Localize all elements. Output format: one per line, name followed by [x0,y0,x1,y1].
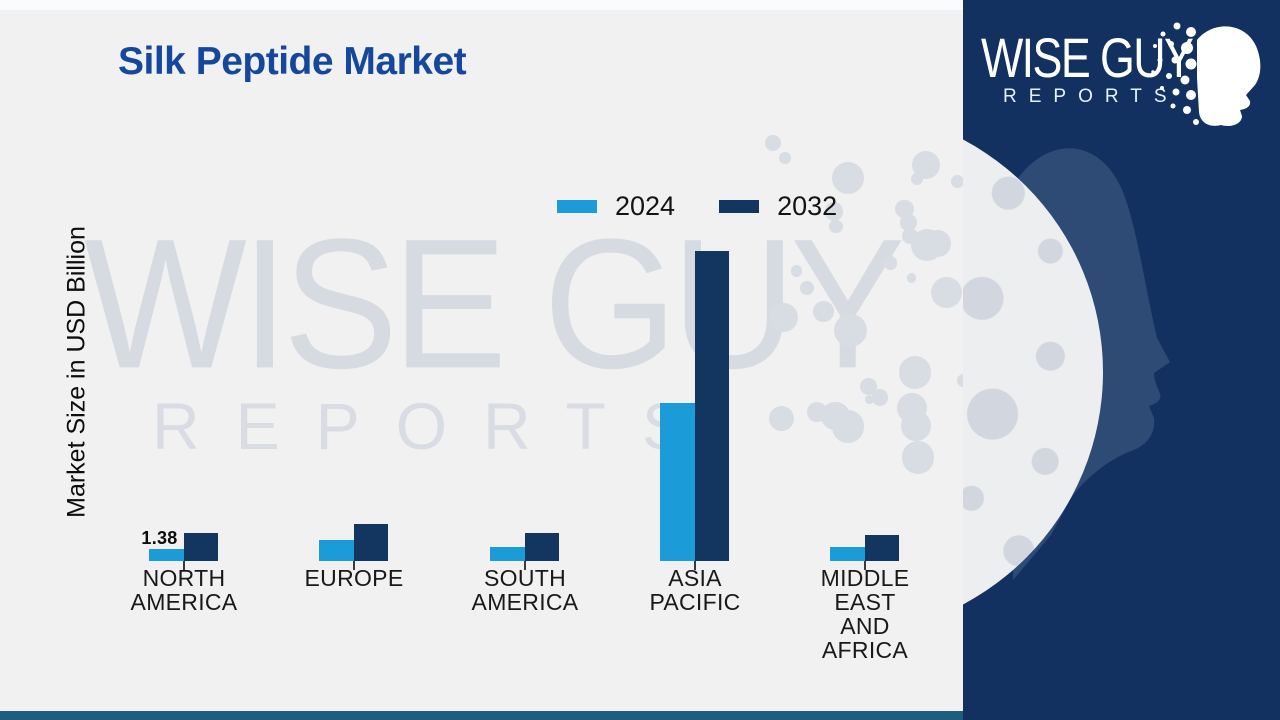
watermark-dot [911,228,943,261]
watermark-dot [790,265,803,278]
logo-head-icon [1151,22,1261,126]
watermark-dot [800,281,814,295]
legend-swatch-2024-icon [557,200,597,213]
watermark-dot [831,161,864,194]
watermark-dot [860,377,878,395]
legend-label-2032: 2032 [777,191,838,221]
watermark-dot [950,174,964,188]
bar-2024-asia-pacific [660,403,695,561]
x-axis-tick [183,561,185,570]
bar-2032-north-america [184,533,218,561]
watermark-dot [911,172,924,185]
watermark-dot [930,276,963,309]
category-label-north-america: NORTH AMERICA [130,565,238,615]
watermark-dot [897,392,928,423]
watermark-brand-text: WISE GUY [84,201,905,408]
watermark-reports-text: REPORTS [152,389,722,463]
watermark-dot [895,199,914,219]
watermark-dot [834,314,868,348]
watermark-dot [779,152,792,165]
bar-2024-south-america [490,547,525,561]
logo-brand-text: WISE GUY [981,26,1194,89]
bar-2032-asia-pacific [695,251,729,561]
brand-logo: WISE GUY REPORTS [963,0,1280,140]
bar-2032-middle-east-and-africa [865,535,899,561]
watermark-dot [829,219,843,234]
category-label-south-america: SOUTH AMERICA [471,565,579,615]
bar-2024-north-america [149,549,184,561]
watermark-dot [831,410,864,443]
watermark-dot [898,356,932,389]
watermark-dot [907,273,917,283]
top-highlight-strip [0,0,963,10]
watermark-dot [865,395,875,404]
category-label-europe: EUROPE [304,565,404,591]
watermark-dot [902,441,935,474]
bar-2032-europe [354,524,388,561]
watermark-dot [807,402,828,423]
category-label-middle-east-and-africa: MIDDLE EAST AND AFRICA [820,565,910,663]
category-label-asia-pacific: ASIA PACIFIC [649,565,741,615]
legend-swatch-2032-icon [719,200,760,213]
chart-legend: 2024 2032 [557,191,837,222]
bar-2024-europe [319,540,354,561]
x-axis-tick [864,561,866,570]
watermark-dot [768,303,798,333]
x-axis-tick [694,561,696,570]
watermark-dot [900,213,917,231]
bar-2024-middle-east-and-africa [830,547,865,561]
watermark-dot [812,301,834,323]
bottom-accent-strip [0,711,963,720]
legend-label-2024: 2024 [615,191,676,221]
legend-item-2032: 2032 [719,191,837,222]
page-title: Silk Peptide Market [118,40,467,83]
logo-reports-text: REPORTS [1003,86,1179,107]
watermark-dot [872,389,889,406]
watermark-dot [764,134,781,152]
x-axis-tick [353,561,355,570]
brand-panel: WISE GUY REPORTS [963,0,1280,720]
bar-2032-south-america [525,533,559,561]
value-label-north-america-2024: 1.38 [141,527,178,548]
logo-dissolve-dots [1151,22,1199,125]
legend-item-2024: 2024 [557,191,675,222]
bar-chart: NORTH AMERICA EUROPE SOUTH AMERICA ASIA PACIFI… [130,251,910,663]
watermark-dot [768,406,794,432]
watermark-dot [883,256,898,271]
watermark-dot [824,202,844,221]
x-axis-tick [524,561,526,570]
